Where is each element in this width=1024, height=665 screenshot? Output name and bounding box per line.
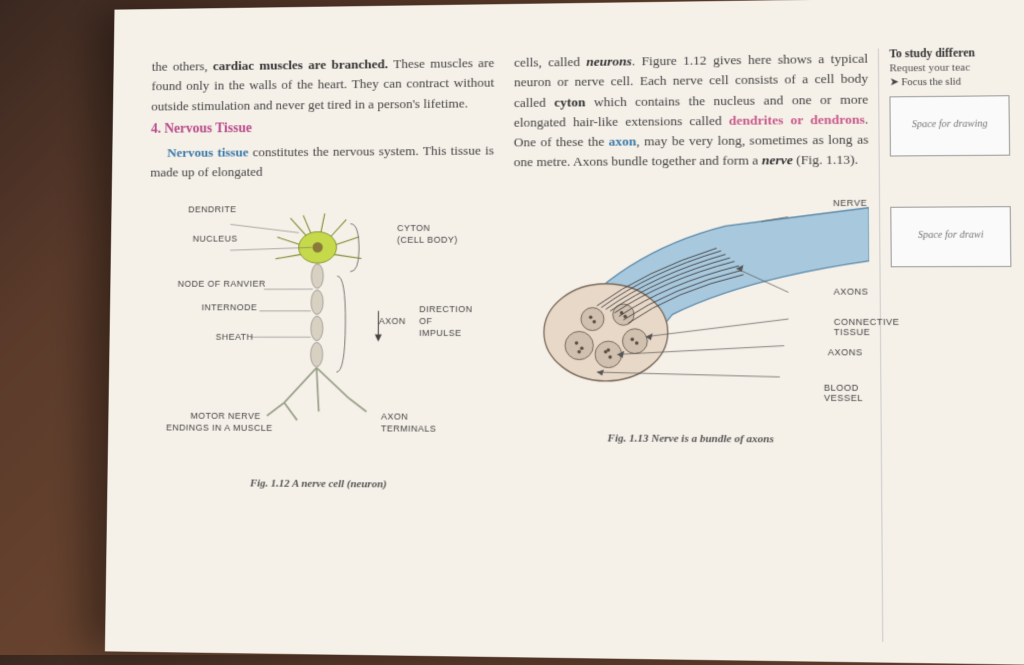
section-heading: 4. Nervous Tissue bbox=[151, 119, 494, 138]
fig112-caption: Fig. 1.12 A nerve cell (neuron) bbox=[146, 477, 493, 491]
sidebar-bullet: ➤ Focus the slid bbox=[890, 75, 1010, 88]
textbook-page: the others, cardiac muscles are branched… bbox=[105, 0, 1024, 665]
label-blood: BLOOD VESSEL bbox=[824, 382, 870, 402]
neuron-diagram: DENDRITE NUCLEUS CYTON (CELL BODY) NODE … bbox=[146, 195, 494, 474]
sidebar-sub: Request your teac bbox=[889, 61, 1009, 74]
label-axon: AXON bbox=[379, 316, 406, 326]
label-connective: CONNECTIVE TISSUE bbox=[834, 316, 900, 336]
label-impulse: IMPULSE bbox=[419, 328, 462, 338]
bullet-text: Focus the slid bbox=[901, 77, 961, 89]
fig113-caption: Fig. 1.13 Nerve is a bundle of axons bbox=[513, 432, 871, 446]
label-direction: DIRECTION bbox=[419, 304, 472, 314]
section-num: 4. bbox=[151, 122, 161, 137]
label-term1: AXON bbox=[381, 412, 408, 422]
draw-box-1: Space for drawing bbox=[890, 95, 1010, 156]
label-cyton: CYTON bbox=[397, 223, 430, 233]
cardiac-para: the others, cardiac muscles are branched… bbox=[151, 53, 494, 116]
right-column: cells, called neurons. Figure 1.12 gives… bbox=[502, 49, 872, 642]
term-neurons: neurons bbox=[586, 54, 632, 69]
nerve-svg bbox=[513, 185, 870, 407]
label-dendrite: DENDRITE bbox=[188, 205, 236, 215]
nerve-diagram: NERVE AXONS CONNECTIVE TISSUE AXONS BLOO… bbox=[513, 185, 871, 428]
text: (Fig. 1.13). bbox=[793, 152, 858, 167]
bold-term-cardiac: cardiac muscles are branched. bbox=[213, 56, 388, 73]
term-nerve: nerve bbox=[762, 152, 793, 167]
label-endings: ENDINGS IN A MUSCLE bbox=[166, 423, 273, 433]
draw-label-2: Space for drawi bbox=[892, 207, 1011, 241]
sidebar-title: To study differen bbox=[889, 47, 1009, 60]
label-internode: INTERNODE bbox=[201, 303, 257, 313]
label-sheath: SHEATH bbox=[216, 332, 254, 342]
section-title: Nervous Tissue bbox=[164, 121, 252, 136]
draw-label-1: Space for drawing bbox=[891, 96, 1009, 130]
term-axon: axon bbox=[609, 134, 637, 149]
label-of: OF bbox=[419, 316, 432, 326]
neuron-text: cells, called neurons. Figure 1.12 gives… bbox=[514, 49, 869, 173]
left-column: the others, cardiac muscles are branched… bbox=[144, 53, 504, 637]
draw-box-2: Space for drawi bbox=[891, 206, 1012, 267]
text: cells, called bbox=[514, 54, 586, 70]
term-cyton: cyton bbox=[554, 94, 585, 109]
label-nerve: NERVE bbox=[833, 197, 867, 207]
sidebar-next-page: To study differen Request your teac ➤ Fo… bbox=[878, 47, 1016, 644]
blue-term-nervous: Nervous tissue bbox=[167, 144, 249, 159]
label-motor: MOTOR NERVE bbox=[190, 411, 260, 421]
label-node: NODE OF RANVIER bbox=[178, 279, 266, 289]
label-axons2: AXONS bbox=[828, 347, 863, 357]
label-nucleus: NUCLEUS bbox=[193, 234, 238, 244]
text: the others, bbox=[152, 59, 213, 74]
term-dendrites: dendrites or dendrons bbox=[729, 111, 865, 127]
nervous-para: Nervous tissue constitutes the nervous s… bbox=[150, 140, 494, 182]
label-axons: AXONS bbox=[834, 286, 869, 296]
label-cellbody: (CELL BODY) bbox=[397, 235, 458, 245]
label-term2: TERMINALS bbox=[381, 424, 436, 434]
